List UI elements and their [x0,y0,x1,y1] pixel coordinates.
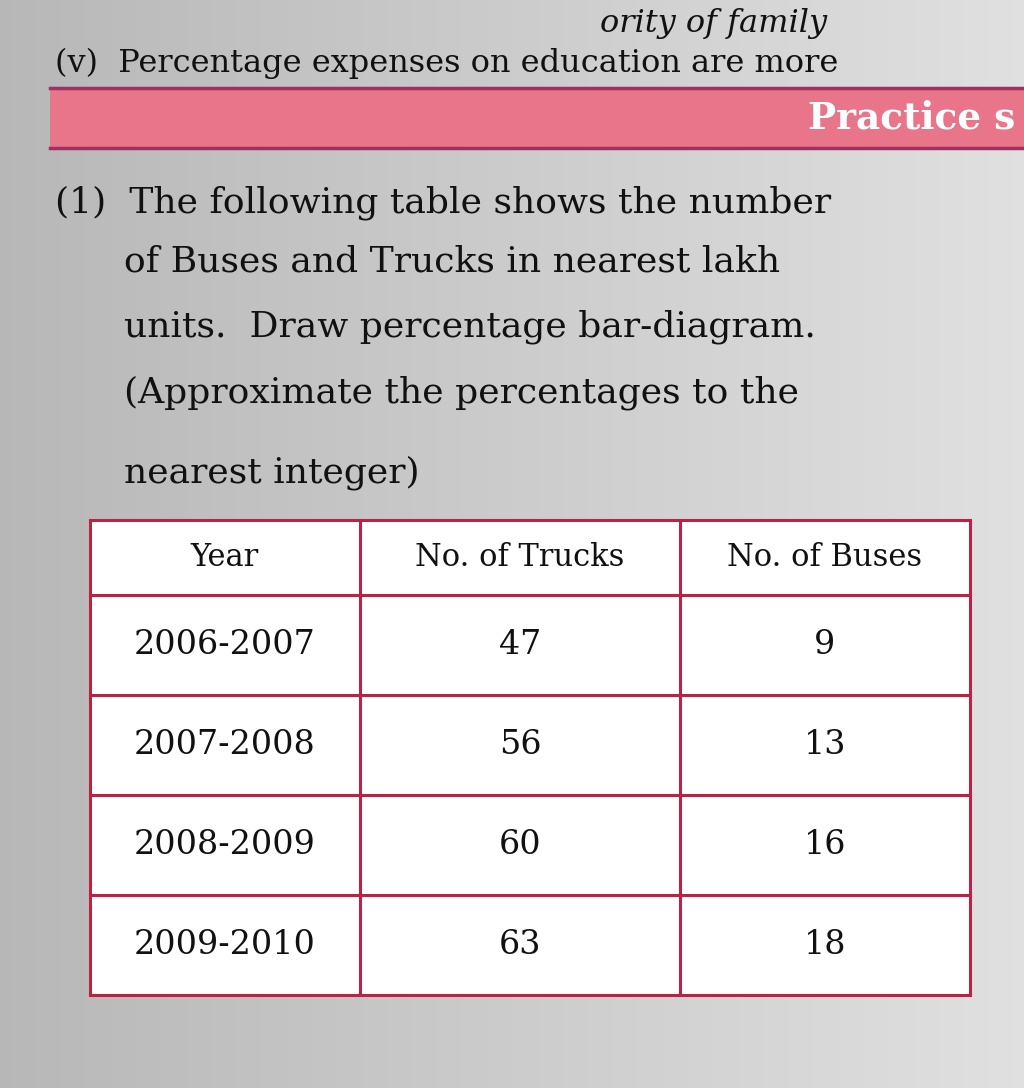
Text: 2007-2008: 2007-2008 [134,729,315,761]
Bar [90,520,970,996]
Text: 16: 16 [804,829,846,861]
Text: units.  Draw percentage bar-diagram.: units. Draw percentage bar-diagram. [55,310,816,345]
Text: 56: 56 [499,729,542,761]
Text: 2006-2007: 2006-2007 [134,629,315,662]
Text: 9: 9 [814,629,836,662]
Text: nearest integer): nearest integer) [55,455,420,490]
Text: Year: Year [190,542,259,573]
Text: 2009-2010: 2009-2010 [134,929,316,961]
Bar [90,520,970,996]
Text: of Buses and Trucks in nearest lakh: of Buses and Trucks in nearest lakh [55,245,780,279]
Text: 18: 18 [804,929,846,961]
Text: (1)  The following table shows the number: (1) The following table shows the number [55,185,831,220]
Text: No. of Trucks: No. of Trucks [416,542,625,573]
Text: ority of family: ority of family [600,8,827,39]
Text: Practice s: Practice s [808,99,1015,136]
Text: 2008-2009: 2008-2009 [134,829,316,861]
Text: 47: 47 [499,629,541,662]
Text: (v)  Percentage expenses on education are more: (v) Percentage expenses on education are… [55,48,839,79]
Text: 60: 60 [499,829,542,861]
Text: (Approximate the percentages to the: (Approximate the percentages to the [55,375,799,409]
Text: 13: 13 [804,729,846,761]
Text: 63: 63 [499,929,542,961]
Bar [50,88,1024,148]
Text: No. of Buses: No. of Buses [727,542,923,573]
